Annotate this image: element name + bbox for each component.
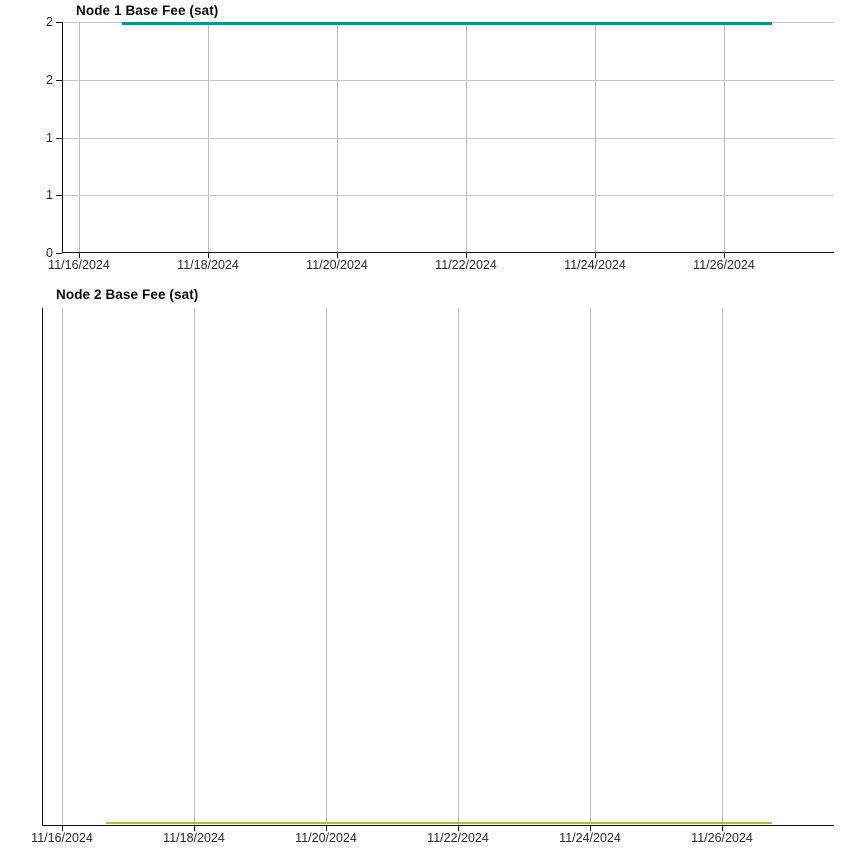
y-tick-label: 0	[46, 246, 53, 260]
gridline-vertical	[458, 308, 459, 826]
gridline-vertical	[466, 22, 467, 253]
x-tick-label: 11/26/2024	[693, 258, 755, 272]
gridline-horizontal	[62, 79, 834, 81]
chart-1-x-axis-labels: 11/16/2024 11/18/2024 11/20/2024 11/22/2…	[0, 258, 860, 276]
chart-2-x-axis-labels: 11/16/2024 11/18/2024 11/20/2024 11/22/2…	[0, 831, 860, 849]
y-tick-label: 2	[46, 72, 53, 87]
y-axis-tick	[56, 195, 62, 197]
x-tick-label: 11/26/2024	[691, 831, 753, 845]
chart-1-y-axis-labels: 2 2 1 1 0	[0, 15, 53, 260]
x-tick-label: 11/22/2024	[435, 258, 497, 272]
series-line-node-2	[106, 822, 772, 824]
gridline-vertical	[337, 22, 338, 253]
gridline-vertical	[194, 308, 195, 826]
gridline-vertical	[722, 308, 723, 826]
y-axis-tick	[56, 79, 62, 81]
gridline-vertical	[326, 308, 327, 826]
x-tick-label: 11/18/2024	[163, 831, 225, 845]
x-axis-tick	[466, 253, 467, 258]
y-tick-label: 1	[46, 188, 53, 203]
chart-1-y-axis-line	[62, 22, 63, 253]
gridline-vertical	[590, 308, 591, 826]
chart-2-x-axis-line	[42, 825, 834, 826]
gridline-vertical	[79, 22, 80, 253]
x-axis-tick	[337, 253, 338, 258]
x-tick-label: 11/20/2024	[306, 258, 368, 272]
y-axis-tick	[56, 137, 62, 139]
chart-panel-node-2: Node 2 Base Fee (sat) 11/16/2024	[0, 282, 860, 845]
chart-panel-node-1: Node 1 Base Fee (sat) 2 2 1 1 0	[0, 0, 860, 282]
chart-1-x-axis-line	[62, 252, 834, 253]
x-tick-label: 11/24/2024	[559, 831, 621, 845]
chart-1-title: Node 1 Base Fee (sat)	[76, 3, 219, 18]
x-tick-label: 11/22/2024	[427, 831, 489, 845]
x-tick-label: 11/16/2024	[48, 258, 110, 272]
x-axis-tick	[79, 253, 80, 258]
y-tick-label: 1	[46, 130, 53, 145]
x-tick-label: 11/18/2024	[177, 258, 239, 272]
chart-2-plot-area	[42, 308, 834, 831]
gridline-vertical	[62, 308, 63, 826]
series-line-node-1	[122, 22, 772, 25]
x-tick-label: 11/20/2024	[295, 831, 357, 845]
chart-2-y-axis-line	[42, 308, 43, 826]
chart-2-title: Node 2 Base Fee (sat)	[56, 287, 199, 302]
x-tick-label: 11/16/2024	[31, 831, 93, 845]
y-tick-label: 2	[46, 15, 53, 29]
gridline-horizontal	[62, 195, 834, 197]
gridline-vertical	[208, 22, 209, 253]
x-tick-label: 11/24/2024	[564, 258, 626, 272]
x-axis-tick	[595, 253, 596, 258]
x-axis-tick	[724, 253, 725, 258]
chart-1-plot-area	[56, 22, 834, 258]
gridline-horizontal	[62, 137, 834, 139]
y-axis-tick	[56, 253, 62, 254]
gridline-vertical	[595, 22, 596, 253]
y-axis-tick	[56, 22, 62, 23]
gridline-vertical	[724, 22, 725, 253]
x-axis-tick	[208, 253, 209, 258]
